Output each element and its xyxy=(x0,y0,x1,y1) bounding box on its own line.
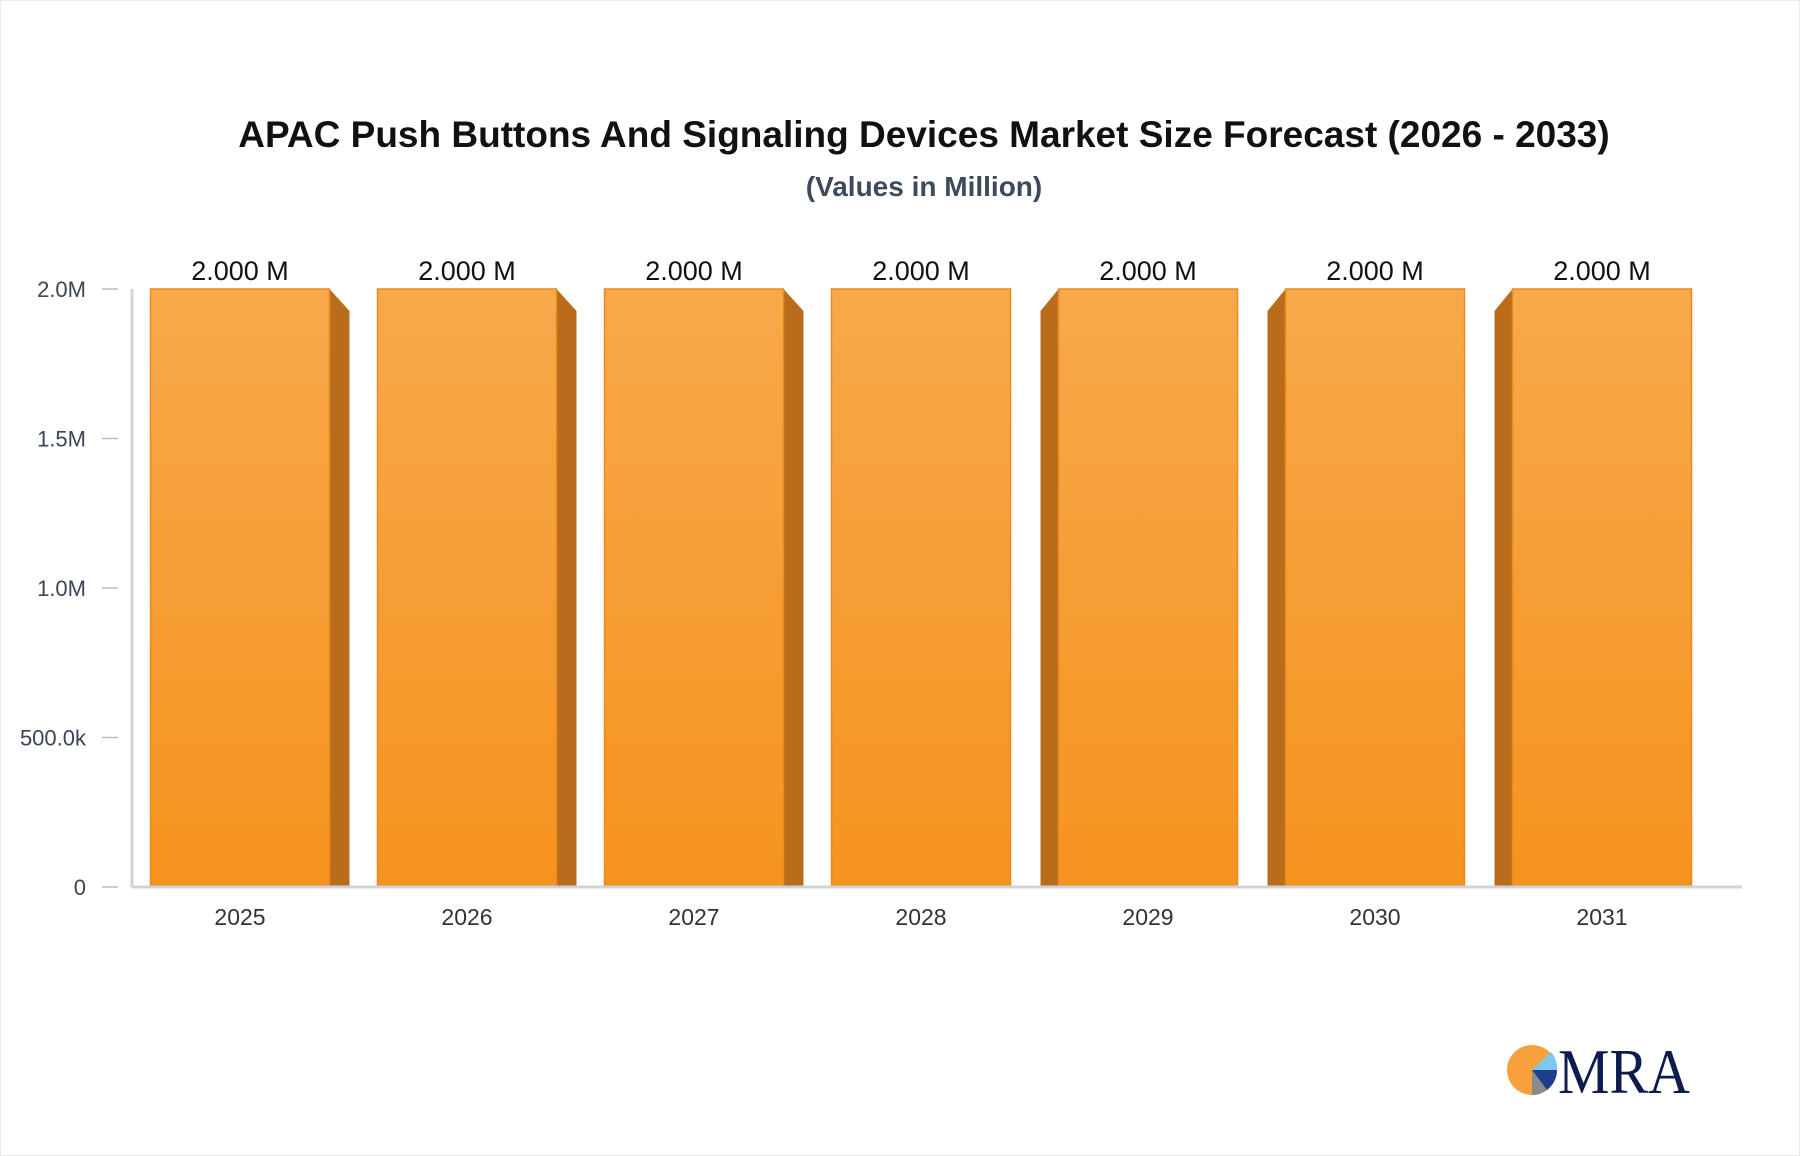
bar-side-face xyxy=(783,289,804,886)
y-tick-label: 0 xyxy=(74,875,86,900)
logo-text: MRA xyxy=(1558,1036,1690,1107)
x-tick-label: 2029 xyxy=(1122,904,1173,930)
bar xyxy=(376,288,558,887)
mra-logo: MRA xyxy=(1507,1036,1690,1107)
bar-2029: 2.000 M 2029 xyxy=(1040,256,1239,930)
data-label: 2.000 M xyxy=(872,256,970,286)
data-label: 2.000 M xyxy=(191,256,289,286)
y-tick-label: 2.0M xyxy=(37,277,86,302)
bar-2025: 2.000 M 2025 xyxy=(149,256,350,930)
bar-side-face xyxy=(1040,289,1059,886)
x-tick-label: 2028 xyxy=(895,904,946,930)
y-tick-label: 1.5M xyxy=(37,427,86,452)
x-tick-label: 2025 xyxy=(214,904,265,930)
y-tick-label: 1.0M xyxy=(37,576,86,601)
bar-2027: 2.000 M 2027 xyxy=(603,256,804,930)
bar xyxy=(603,288,785,887)
bar-side-face xyxy=(1267,289,1286,886)
bar-2031: 2.000 M 2031 xyxy=(1494,256,1693,930)
data-label: 2.000 M xyxy=(1326,256,1424,286)
bar-side-face xyxy=(1494,289,1513,886)
y-axis: 0 500.0k 1.0M 1.5M 2.0M xyxy=(20,277,118,900)
bar-2030: 2.000 M 2030 xyxy=(1267,256,1466,930)
bar xyxy=(830,288,1012,887)
x-tick-label: 2027 xyxy=(668,904,719,930)
data-label: 2.000 M xyxy=(1553,256,1651,286)
x-tick-label: 2026 xyxy=(441,904,492,930)
data-label: 2.000 M xyxy=(1099,256,1197,286)
data-label: 2.000 M xyxy=(645,256,743,286)
y-tick-label: 500.0k xyxy=(20,726,87,751)
x-tick-label: 2031 xyxy=(1576,904,1627,930)
x-tick-label: 2030 xyxy=(1349,904,1400,930)
bar xyxy=(1284,288,1466,887)
bar-side-face xyxy=(329,289,350,886)
data-label: 2.000 M xyxy=(418,256,516,286)
bar xyxy=(1511,288,1693,887)
chart-subtitle: (Values in Million) xyxy=(806,171,1042,202)
bar xyxy=(149,288,331,887)
chart-title: APAC Push Buttons And Signaling Devices … xyxy=(238,114,1609,155)
bar-side-face xyxy=(556,289,577,886)
bar xyxy=(1057,288,1239,887)
bar-2028: 2.000 M 2028 xyxy=(830,256,1012,930)
bar-2026: 2.000 M 2026 xyxy=(376,256,577,930)
